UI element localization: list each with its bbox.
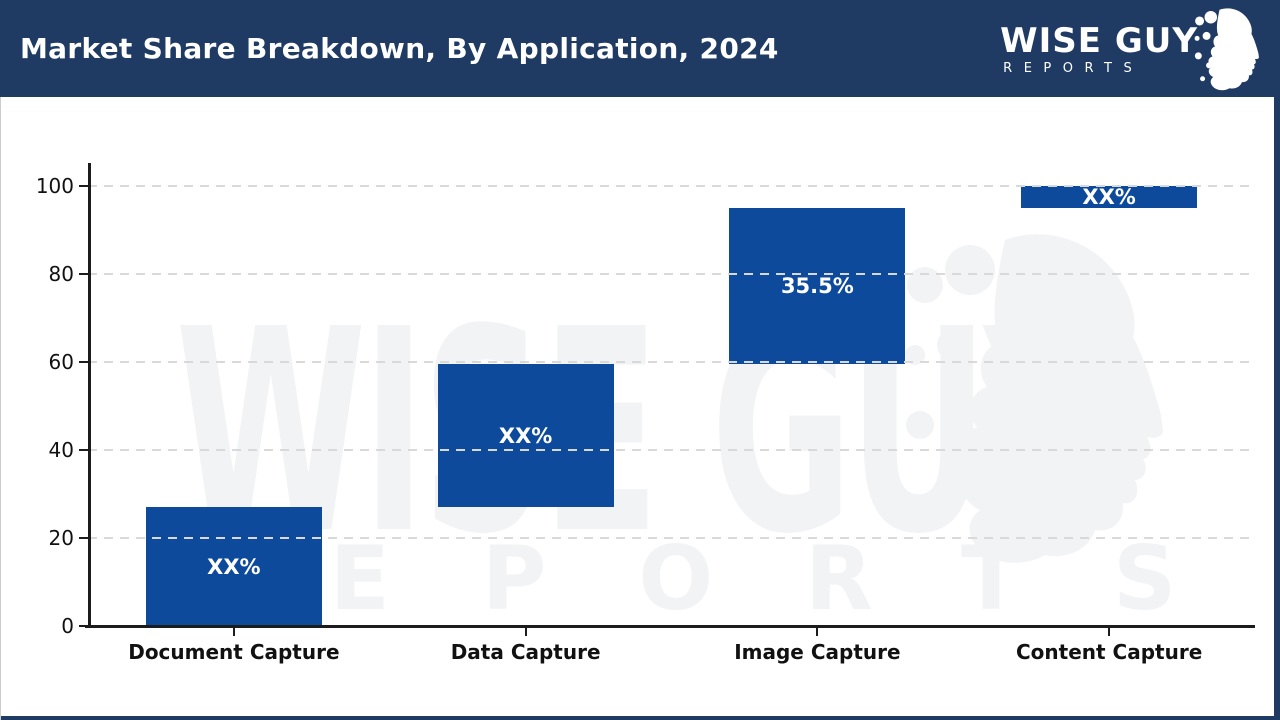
x-tick-3 [816,628,819,636]
bar-content-capture [1021,186,1198,208]
y-tick-label-40: 40 [48,438,74,462]
gridline-80 [88,273,1255,275]
y-tick-80 [79,273,88,275]
x-tick-2 [524,628,527,636]
watermark-face-icon [905,234,1163,563]
logo-subtitle: REPORTS [1003,60,1144,76]
bar-value-label-1: XX% [207,554,261,579]
watermark-layer: WISE GUY REPORTS [0,97,1280,720]
gridline-100 [88,185,1255,187]
bar-value-label-3: 35.5% [780,274,854,299]
chart-title: Market Share Breakdown, By Application, … [20,32,779,65]
bar-document-capture [145,507,322,626]
y-tick-20 [79,537,88,539]
y-tick-label-60: 60 [48,350,74,374]
y-tick-label-100: 100 [35,174,74,198]
bar-image-capture [729,208,906,365]
header-band: Market Share Breakdown, By Application, … [0,0,1280,97]
logo-face-icon [1194,8,1259,91]
y-tick-40 [79,449,88,451]
y-tick-label-20: 20 [48,526,74,550]
gridline-40 [88,449,1255,451]
bar-value-label-4: XX% [1082,185,1136,209]
gridline-60 [88,361,1255,363]
frame-border-right [1274,97,1280,720]
x-tick-1 [232,628,235,636]
bar-data-capture [437,364,614,508]
x-label-data-capture: Data Capture [450,640,601,664]
logo-text: WISE GUY REPORTS [1000,24,1198,75]
frame-border-left [0,97,1,720]
wise-guy-reports-logo: WISE GUY REPORTS [1000,4,1270,94]
y-axis-line [88,163,91,628]
y-tick-0 [79,625,88,627]
frame-border-bottom [0,716,1280,720]
x-axis-line [85,625,1255,628]
y-tick-60 [79,361,88,363]
gridline-20 [88,537,1255,539]
x-label-document-capture: Document Capture [128,640,340,664]
bar-value-label-2: XX% [498,423,553,448]
x-tick-4 [1108,628,1111,636]
y-tick-100 [79,185,88,187]
logo-wordmark: WISE GUY [1000,20,1198,61]
y-tick-label-0: 0 [61,614,74,638]
x-label-image-capture: Image Capture [734,640,901,664]
y-tick-label-80: 80 [48,262,74,286]
x-label-content-capture: Content Capture [1015,640,1203,664]
